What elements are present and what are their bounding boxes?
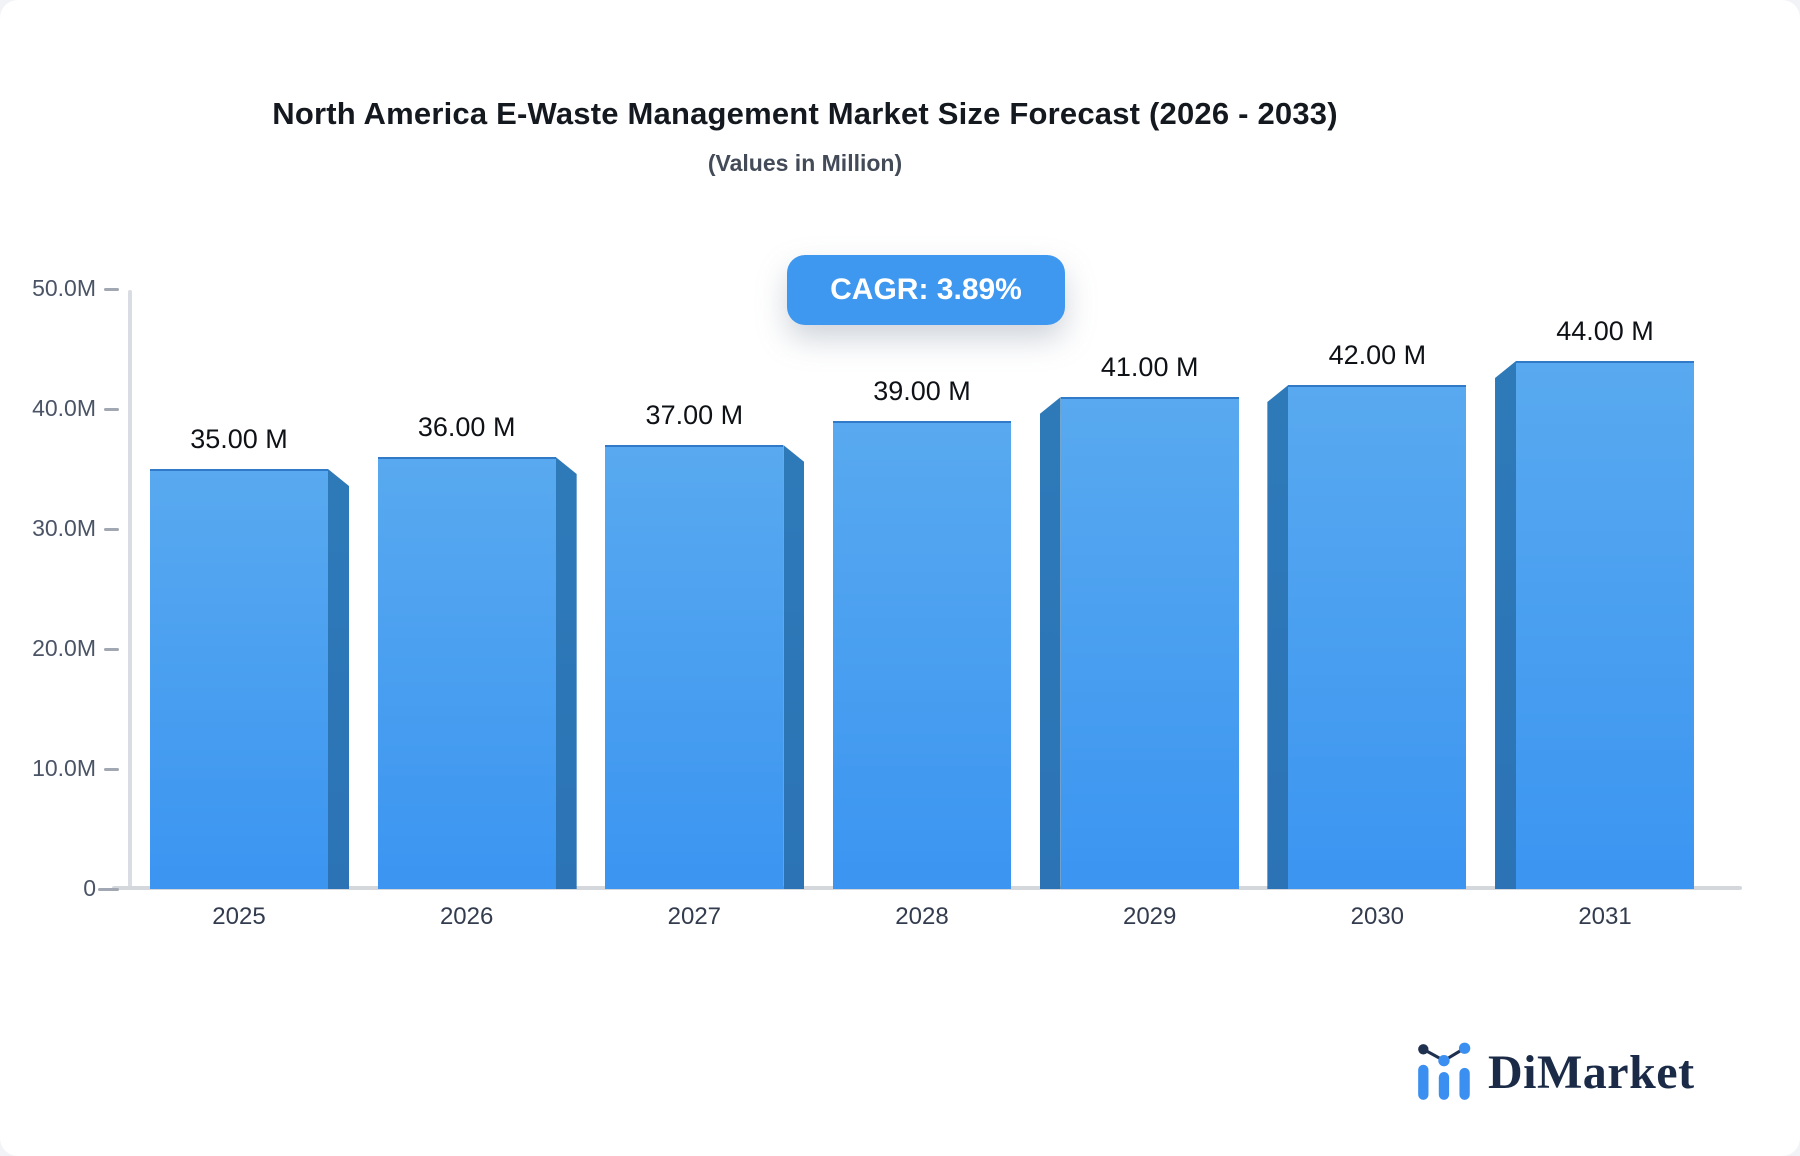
bar-side-face [328, 469, 349, 889]
y-tick-label: 20.0M [32, 635, 96, 661]
bar-value-label: 36.00 M [417, 412, 516, 442]
bar-side-face [1267, 385, 1289, 889]
x-axis-label: 2027 [667, 903, 722, 930]
bar-2027 [605, 445, 784, 889]
x-axis-label: 2028 [895, 903, 949, 930]
bar-2030 [1288, 385, 1467, 889]
page-subtitle: (Values in Million) [707, 150, 903, 176]
bar-2029 [1060, 397, 1239, 889]
y-tick-label: 40.0M [32, 395, 96, 421]
dimarket-logo-text: DiMarket [1488, 1045, 1695, 1099]
x-axis-label: 2031 [1578, 903, 1632, 930]
y-tick-label: 0 [83, 875, 96, 901]
bar-side-face [555, 457, 577, 889]
bar-value-label: 44.00 M [1556, 316, 1654, 346]
bar-value-label: 35.00 M [190, 424, 288, 454]
bar-2026 [377, 457, 556, 889]
bar-value-label: 42.00 M [1328, 340, 1427, 370]
cagr-badge: CAGR: 3.89% [787, 255, 1065, 325]
dimarket-bars-icon [1418, 1042, 1471, 1100]
bar-value-label: 39.00 M [873, 376, 971, 406]
bar-side-face [1039, 397, 1061, 889]
x-axis-label: 2025 [212, 903, 266, 930]
bar-2031 [1516, 361, 1695, 889]
y-tick-mark [104, 767, 119, 771]
y-tick-mark [104, 287, 119, 291]
y-tick-mark [104, 527, 119, 531]
bar-side-face [1495, 361, 1517, 889]
y-tick-label: 50.0M [32, 275, 96, 301]
x-axis-label: 2030 [1350, 903, 1405, 930]
x-axis-label: 2026 [439, 903, 494, 930]
bar-value-label: 37.00 M [645, 400, 744, 430]
x-axis-label: 2029 [1122, 903, 1177, 930]
y-tick-mark [98, 887, 119, 891]
y-tick-label: 10.0M [32, 755, 96, 781]
dimarket-logo: DiMarket [1414, 1038, 1695, 1106]
page-title: North America E-Waste Management Market … [272, 96, 1338, 131]
bar-2028 [833, 421, 1011, 889]
bar-2025 [150, 469, 328, 889]
y-tick-mark [104, 647, 119, 651]
y-tick-label: 30.0M [32, 515, 96, 541]
y-axis-line [128, 290, 132, 889]
bar-value-label: 41.00 M [1100, 352, 1199, 382]
bar-side-face [783, 445, 805, 889]
y-tick-mark [104, 407, 119, 411]
